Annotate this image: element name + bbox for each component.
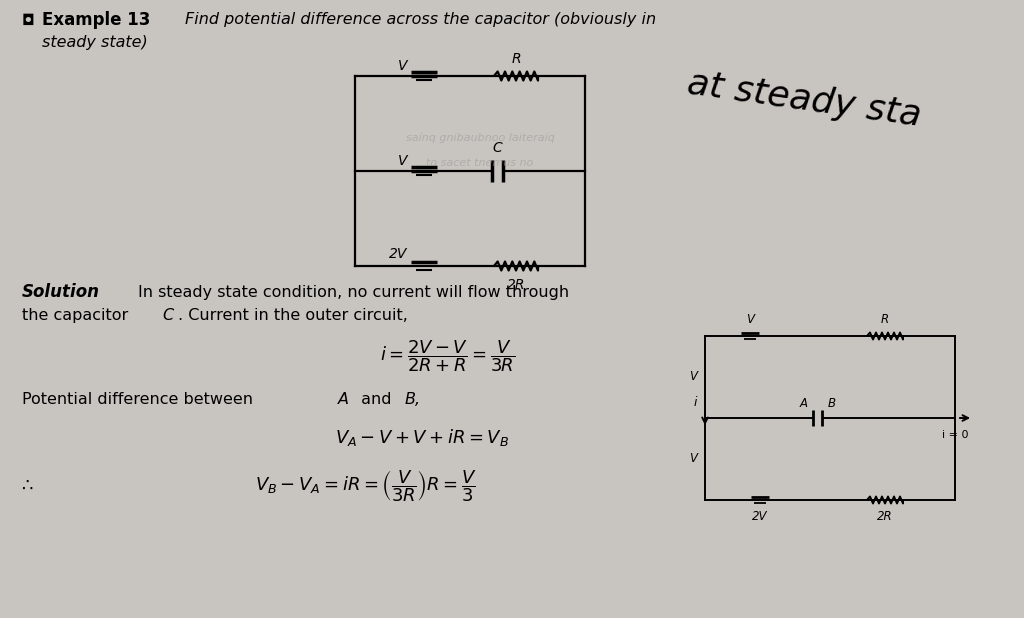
- Text: In steady state condition, no current will flow through: In steady state condition, no current wi…: [138, 284, 569, 300]
- Text: and: and: [356, 392, 396, 407]
- Text: 2V: 2V: [389, 247, 407, 261]
- Text: V: V: [397, 59, 407, 73]
- Text: i = 0: i = 0: [942, 430, 969, 440]
- Text: Potential difference between: Potential difference between: [22, 392, 258, 407]
- Text: V: V: [397, 154, 407, 168]
- Text: i: i: [693, 397, 697, 410]
- Text: $i = \dfrac{2V-V}{2R+R} = \dfrac{V}{3R}$: $i = \dfrac{2V-V}{2R+R} = \dfrac{V}{3R}$: [380, 338, 515, 374]
- Text: to sacet tnemus no: to sacet tnemus no: [426, 158, 534, 168]
- Text: A: A: [800, 397, 808, 410]
- Text: B,: B,: [406, 392, 421, 407]
- Text: Find potential difference across the capacitor (obviously in: Find potential difference across the cap…: [185, 12, 656, 27]
- Text: saínq gnibaubnoo laiteraiq: saínq gnibaubnoo laiteraiq: [406, 133, 554, 143]
- Text: at steady sta: at steady sta: [685, 67, 924, 133]
- Text: B: B: [827, 397, 836, 410]
- Text: C: C: [162, 308, 173, 323]
- Text: steady state): steady state): [42, 35, 147, 51]
- Text: $V_B - V_A = iR = \left(\dfrac{V}{3R}\right)R = \dfrac{V}{3}$: $V_B - V_A = iR = \left(\dfrac{V}{3R}\ri…: [255, 468, 477, 504]
- Text: A: A: [338, 392, 349, 407]
- Text: V: V: [689, 452, 697, 465]
- Text: Solution: Solution: [22, 283, 100, 301]
- Text: . Current in the outer circuit,: . Current in the outer circuit,: [178, 308, 408, 323]
- Text: V: V: [689, 371, 697, 384]
- Text: the capacitor: the capacitor: [22, 308, 133, 323]
- Text: V: V: [746, 313, 754, 326]
- Text: R: R: [881, 313, 889, 326]
- Text: 2V: 2V: [753, 510, 768, 523]
- Text: 2R: 2R: [878, 510, 893, 523]
- Text: C: C: [493, 141, 503, 155]
- Text: 2R: 2R: [507, 278, 525, 292]
- Text: ◘: ◘: [22, 12, 35, 27]
- Text: Example 13: Example 13: [42, 11, 151, 29]
- Text: $V_A - V + V + iR = V_B$: $V_A - V + V + iR = V_B$: [335, 428, 509, 449]
- Text: ∴: ∴: [22, 477, 34, 495]
- Text: R: R: [511, 52, 521, 66]
